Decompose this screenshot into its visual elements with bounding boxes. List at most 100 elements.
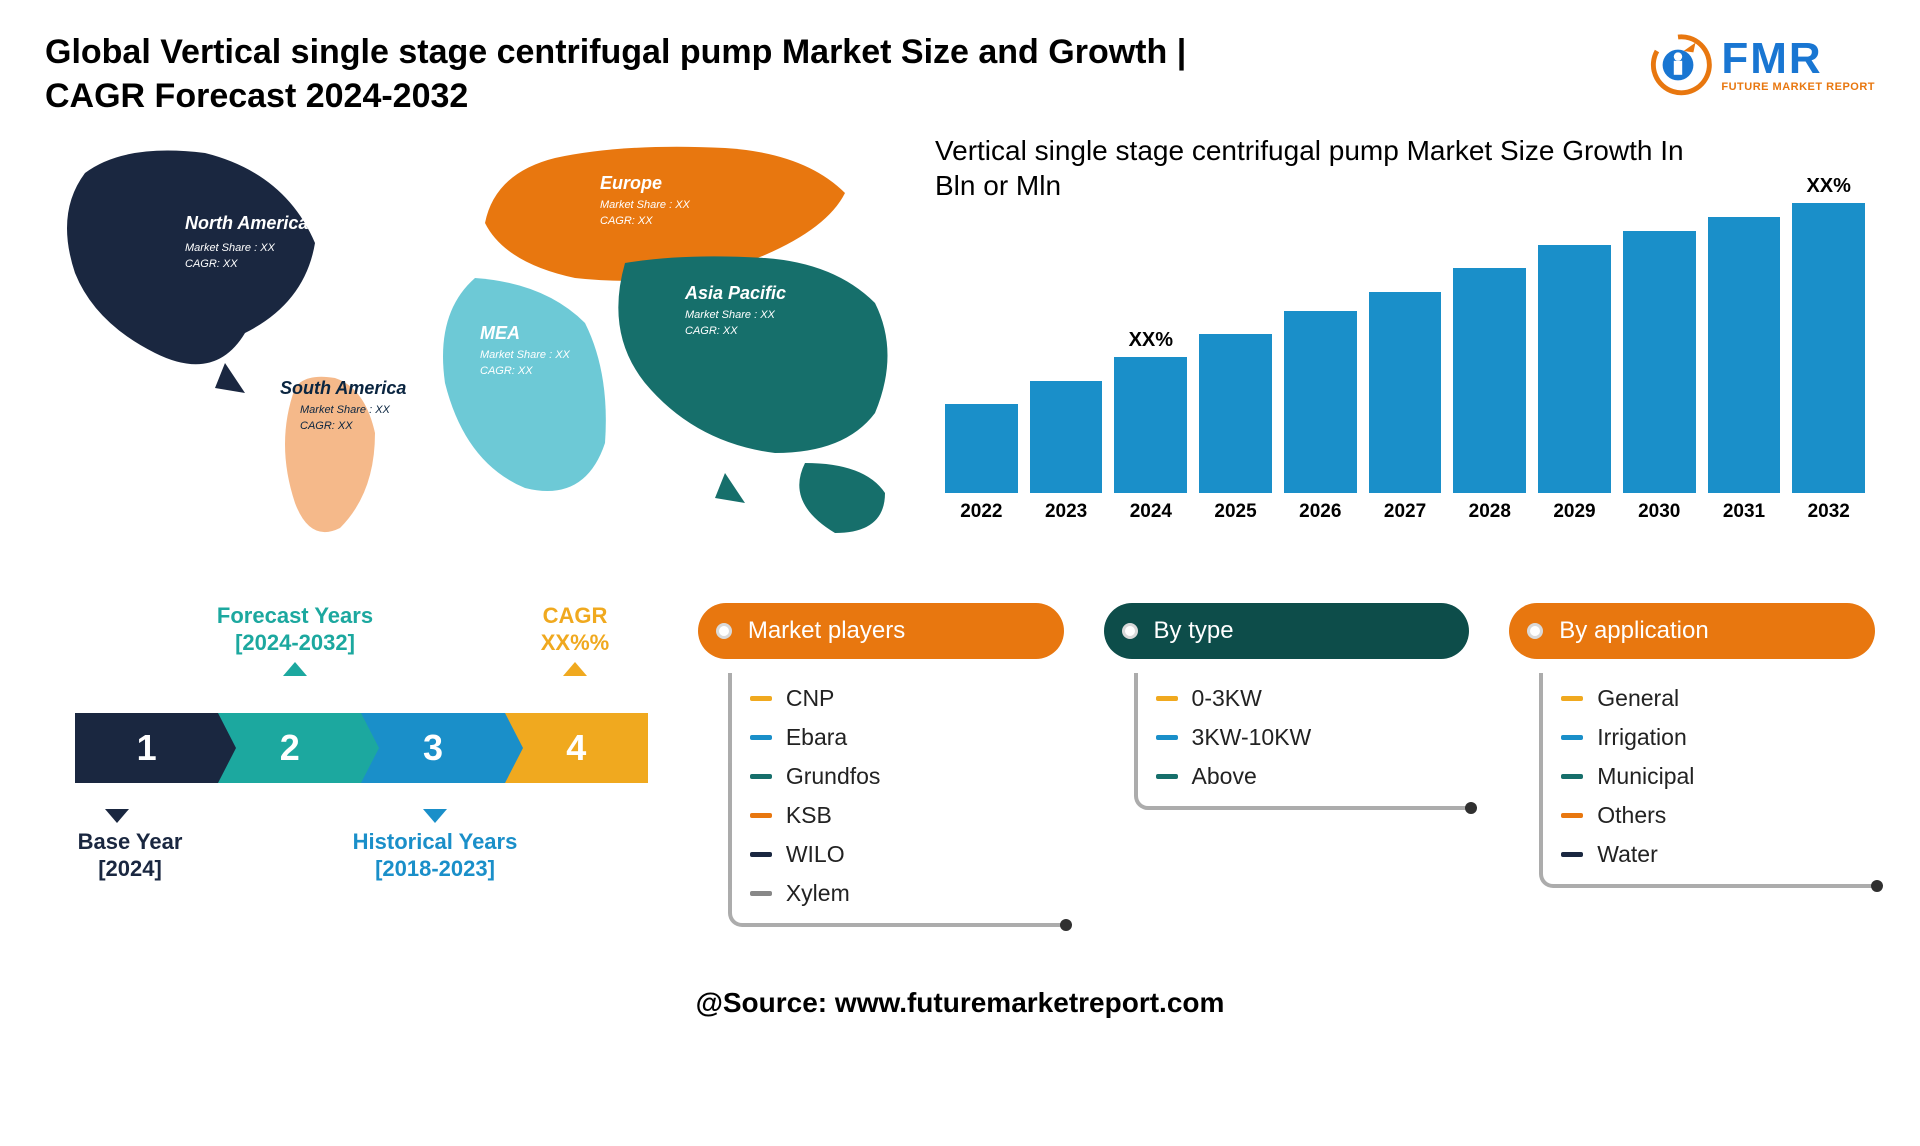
map-label-ap: Asia Pacific bbox=[685, 283, 786, 304]
list-item: General bbox=[1561, 679, 1875, 718]
timeline-bar: 1 2 3 4 bbox=[75, 713, 648, 783]
pill-by-type: By type bbox=[1104, 603, 1470, 659]
market-players-section: Market players CNP Ebara Grundfos KSB WILO Xy… bbox=[698, 603, 1064, 927]
map-label-sa: South America bbox=[280, 378, 406, 399]
list-item: Grundfos bbox=[750, 757, 1064, 796]
growth-bar-chart: Vertical single stage centrifugal pump M… bbox=[935, 133, 1875, 553]
list-item-label: Above bbox=[1192, 763, 1257, 790]
bar bbox=[1623, 231, 1696, 494]
list-item-dash bbox=[1156, 735, 1178, 740]
bar-2026: 2026 bbox=[1284, 311, 1357, 524]
map-sub-mea: Market Share : XXCAGR: XX bbox=[480, 348, 570, 379]
bar-annotation: XX% bbox=[1806, 175, 1850, 198]
map-sub-ap: Market Share : XXCAGR: XX bbox=[685, 308, 775, 339]
list-item-label: Irrigation bbox=[1597, 724, 1686, 751]
bar-2031: 2031 bbox=[1708, 217, 1781, 524]
bar-year-label: 2026 bbox=[1299, 501, 1341, 523]
list-item: Ebara bbox=[750, 718, 1064, 757]
bar-2030: 2030 bbox=[1623, 231, 1696, 524]
bar bbox=[1030, 381, 1103, 494]
list-item-dash bbox=[750, 735, 772, 740]
map-sub-sa: Market Share : XXCAGR: XX bbox=[300, 403, 390, 434]
tl-cagr-label: CAGRXX%% bbox=[515, 603, 635, 676]
bar-year-label: 2028 bbox=[1469, 501, 1511, 523]
bar-year-label: 2030 bbox=[1638, 501, 1680, 523]
bar-2025: 2025 bbox=[1199, 334, 1272, 523]
map-sub-na: Market Share : XXCAGR: XX bbox=[185, 241, 275, 272]
by-type-section: By type 0-3KW 3KW-10KW Above bbox=[1104, 603, 1470, 927]
list-item-label: Municipal bbox=[1597, 763, 1694, 790]
list-item-dash bbox=[1561, 735, 1583, 740]
tl-forecast-label: Forecast Years[2024-2032] bbox=[205, 603, 385, 676]
list-item-dash bbox=[750, 813, 772, 818]
pill-market-players: Market players bbox=[698, 603, 1064, 659]
map-label-mea: MEA bbox=[480, 323, 520, 344]
list-item-label: General bbox=[1597, 685, 1679, 712]
bar bbox=[1708, 217, 1781, 494]
list-item-dash bbox=[1156, 774, 1178, 779]
bar-2023: 2023 bbox=[1030, 381, 1103, 524]
list-item-label: 0-3KW bbox=[1192, 685, 1262, 712]
list-item-dash bbox=[1561, 774, 1583, 779]
list-item: KSB bbox=[750, 796, 1064, 835]
list-item-dash bbox=[1561, 696, 1583, 701]
map-label-eu: Europe bbox=[600, 173, 662, 194]
bar bbox=[1114, 357, 1187, 493]
map-sub-eu: Market Share : XXCAGR: XX bbox=[600, 198, 690, 229]
bar-annotation: XX% bbox=[1129, 329, 1173, 352]
list-item: Others bbox=[1561, 796, 1875, 835]
list-item: Xylem bbox=[750, 874, 1064, 913]
list-item-label: Ebara bbox=[786, 724, 847, 751]
list-item-label: Water bbox=[1597, 841, 1658, 868]
list-item-dash bbox=[750, 852, 772, 857]
list-item: Above bbox=[1156, 757, 1470, 796]
bar bbox=[1792, 203, 1865, 494]
bar-2027: 2027 bbox=[1369, 292, 1442, 524]
list-item: Water bbox=[1561, 835, 1875, 874]
logo-fmr-text: FMR bbox=[1721, 37, 1875, 81]
list-item: Irrigation bbox=[1561, 718, 1875, 757]
bar bbox=[1284, 311, 1357, 494]
fmr-logo: FMR FUTURE MARKET REPORT bbox=[1643, 30, 1875, 100]
tl-seg-1: 1 bbox=[75, 713, 218, 783]
list-item: 0-3KW bbox=[1156, 679, 1470, 718]
bar-2024: XX%2024 bbox=[1114, 357, 1187, 523]
bar-2028: 2028 bbox=[1453, 268, 1526, 523]
list-item-label: WILO bbox=[786, 841, 845, 868]
chart-title: Vertical single stage centrifugal pump M… bbox=[935, 133, 1875, 203]
bar-year-label: 2027 bbox=[1384, 501, 1426, 523]
tl-hist-label: Historical Years[2018-2023] bbox=[335, 803, 535, 882]
logo-sub-text: FUTURE MARKET REPORT bbox=[1721, 81, 1875, 93]
bar-2032: XX%2032 bbox=[1792, 203, 1865, 524]
bar bbox=[1369, 292, 1442, 494]
world-map: North America Market Share : XXCAGR: XX … bbox=[45, 133, 905, 553]
list-item-label: Xylem bbox=[786, 880, 850, 907]
bar-year-label: 2032 bbox=[1808, 501, 1850, 523]
timeline-infographic: Forecast Years[2024-2032] CAGRXX%% 1 2 3… bbox=[45, 603, 658, 883]
list-item: 3KW-10KW bbox=[1156, 718, 1470, 757]
bar-2029: 2029 bbox=[1538, 245, 1611, 523]
list-item: WILO bbox=[750, 835, 1064, 874]
list-item: Municipal bbox=[1561, 757, 1875, 796]
bar bbox=[1199, 334, 1272, 493]
tl-seg-4: 4 bbox=[505, 713, 648, 783]
bar-year-label: 2031 bbox=[1723, 501, 1765, 523]
list-item-label: KSB bbox=[786, 802, 832, 829]
source-attribution: @Source: www.futuremarketreport.com bbox=[45, 987, 1875, 1019]
tl-seg-3: 3 bbox=[361, 713, 504, 783]
logo-icon bbox=[1643, 30, 1713, 100]
bar bbox=[945, 404, 1018, 493]
bar-year-label: 2029 bbox=[1553, 501, 1595, 523]
list-item: CNP bbox=[750, 679, 1064, 718]
list-item-dash bbox=[750, 891, 772, 896]
list-item-dash bbox=[750, 696, 772, 701]
bar bbox=[1453, 268, 1526, 493]
list-item-label: Others bbox=[1597, 802, 1666, 829]
list-item-dash bbox=[1561, 813, 1583, 818]
pill-by-application: By application bbox=[1509, 603, 1875, 659]
page-title: Global Vertical single stage centrifugal… bbox=[45, 30, 1245, 118]
bar-year-label: 2025 bbox=[1214, 501, 1256, 523]
tl-seg-2: 2 bbox=[218, 713, 361, 783]
list-item-dash bbox=[1561, 852, 1583, 857]
by-application-section: By application General Irrigation Municipa… bbox=[1509, 603, 1875, 927]
